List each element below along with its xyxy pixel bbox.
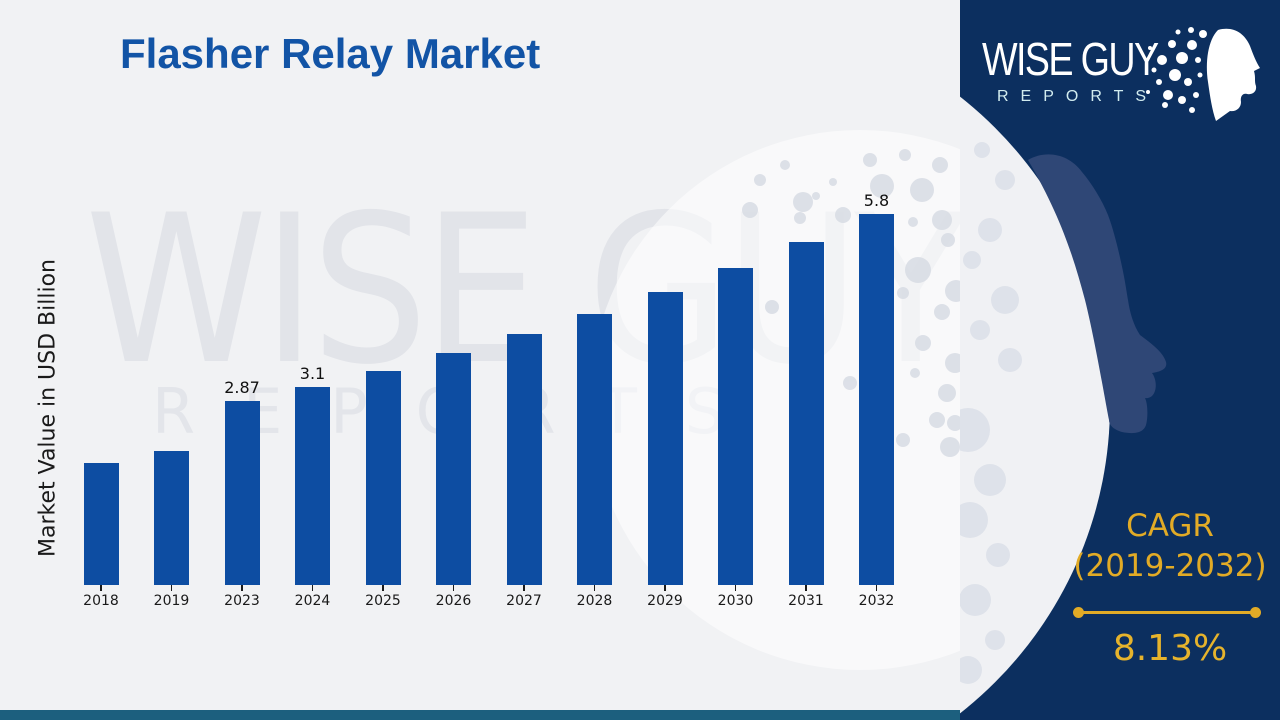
- face-silhouette: [1028, 154, 1167, 434]
- footer-accent-bar: [0, 710, 962, 720]
- bar-value-label-2023: 2.87: [224, 378, 260, 397]
- x-axis-tick-2023: [241, 585, 243, 591]
- brand-panel: WISE GUY REPORTS CAGR (2019-2032) 8.13%: [960, 0, 1280, 720]
- x-axis-tick-2032: [875, 585, 878, 591]
- x-axis-tick-2019: [170, 585, 173, 591]
- logo-subtitle: REPORTS: [997, 88, 1159, 105]
- logo-wordmark: WISE GUY: [982, 33, 1159, 85]
- cagr-heading: CAGR: [1126, 508, 1214, 544]
- x-axis-tick-2024: [311, 585, 314, 591]
- bar-2029: [647, 292, 683, 585]
- panel-dots-pattern: [960, 142, 1022, 684]
- cagr-divider-line: [1073, 607, 1261, 618]
- bar-2026: [436, 353, 471, 585]
- bar-2024: [295, 387, 330, 585]
- bar-2030: [718, 268, 753, 585]
- x-tick-label-2032: 2032: [858, 593, 895, 609]
- bar-2032: [859, 214, 894, 585]
- x-tick-label-2031: 2031: [788, 593, 824, 609]
- bar-2019: [154, 451, 189, 585]
- face-profile-dots-icon: [1146, 27, 1260, 121]
- bar-2023: [224, 401, 260, 585]
- x-tick-label-2025: 2025: [365, 593, 401, 609]
- x-axis-tick-2018: [100, 585, 102, 591]
- bar-value-label-2032: 5.8: [863, 191, 890, 210]
- bar-2025: [365, 371, 401, 585]
- x-axis-tick-2027: [523, 585, 525, 591]
- x-axis-tick-2031: [805, 585, 807, 591]
- bar-value-label-2024: 3.1: [299, 364, 326, 383]
- cagr-range: (2019-2032): [1073, 548, 1267, 584]
- bar-2028: [577, 314, 612, 585]
- x-axis-tick-2025: [382, 585, 384, 591]
- x-tick-label-2023: 2023: [224, 593, 260, 609]
- x-tick-label-2030: 2030: [717, 593, 754, 609]
- x-tick-label-2026: 2026: [435, 593, 472, 609]
- x-axis-tick-2026: [452, 585, 455, 591]
- bar-2031: [788, 242, 824, 585]
- x-axis-tick-2029: [664, 585, 666, 591]
- x-tick-label-2019: 2019: [153, 593, 190, 609]
- x-tick-label-2028: 2028: [576, 593, 613, 609]
- logo: WISE GUY REPORTS: [960, 0, 1280, 140]
- x-tick-label-2018: 2018: [83, 593, 119, 609]
- bar-2018: [83, 463, 119, 585]
- y-axis-label: Market Value in USD Billion: [35, 258, 61, 558]
- x-tick-label-2027: 2027: [506, 593, 542, 609]
- x-tick-label-2029: 2029: [647, 593, 683, 609]
- x-axis-tick-2028: [593, 585, 596, 591]
- x-tick-label-2024: 2024: [294, 593, 331, 609]
- chart-title: Flasher Relay Market: [120, 30, 541, 77]
- bar-2027: [506, 334, 542, 585]
- cagr-value: 8.13%: [1112, 628, 1228, 669]
- x-axis-tick-2030: [734, 585, 737, 591]
